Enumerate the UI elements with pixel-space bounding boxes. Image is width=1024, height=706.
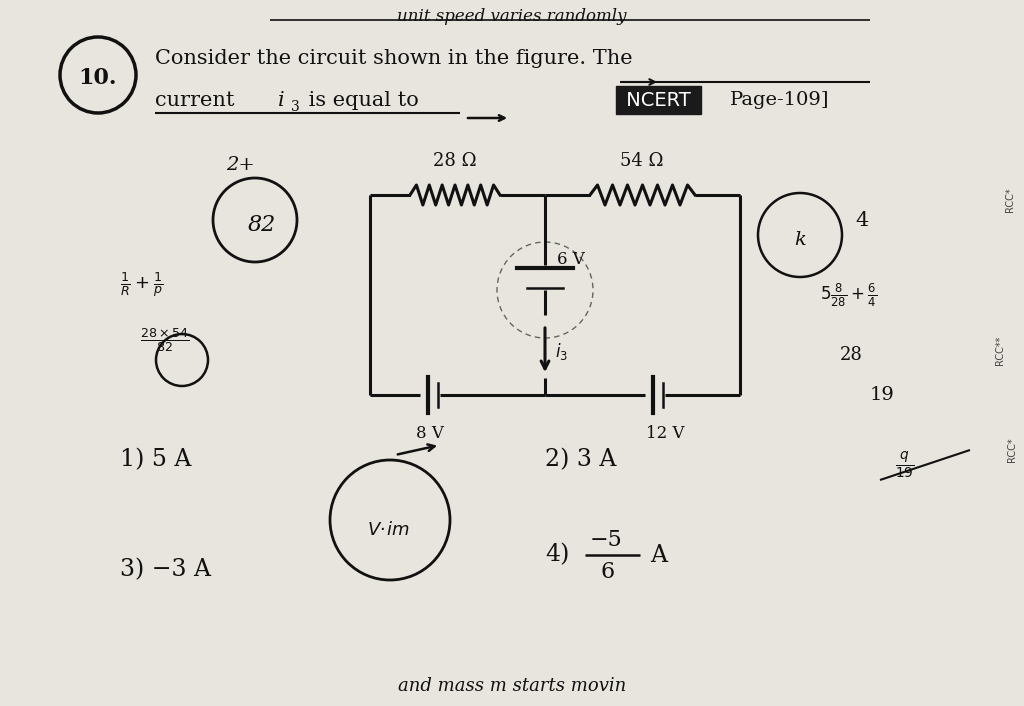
Text: $\frac{1}{R}+\frac{1}{p}$: $\frac{1}{R}+\frac{1}{p}$ [120, 270, 163, 299]
Text: RCC**: RCC** [995, 335, 1005, 365]
Text: $\frac{q}{19}$: $\frac{q}{19}$ [895, 450, 914, 481]
Text: 6 V: 6 V [557, 251, 585, 268]
Text: i: i [278, 90, 285, 109]
Text: RCC*: RCC* [1005, 188, 1015, 213]
Text: $i_3$: $i_3$ [555, 342, 568, 362]
Text: A: A [650, 544, 667, 566]
Text: 4: 4 [855, 210, 868, 229]
Text: k: k [794, 231, 806, 249]
Text: 28 Ω: 28 Ω [433, 152, 477, 170]
Text: Page-109]: Page-109] [730, 91, 829, 109]
Text: 82: 82 [248, 214, 276, 236]
Text: 19: 19 [870, 386, 895, 404]
Text: is equal to: is equal to [302, 90, 419, 109]
Text: Consider the circuit shown in the figure. The: Consider the circuit shown in the figure… [155, 49, 633, 68]
Text: 1) 5 A: 1) 5 A [120, 448, 191, 472]
Text: 6: 6 [600, 561, 614, 583]
Text: and mass m starts movin: and mass m starts movin [398, 677, 626, 695]
Text: 10.: 10. [79, 67, 118, 89]
Text: unit speed varies randomly: unit speed varies randomly [397, 8, 627, 25]
Text: 8 V: 8 V [416, 425, 444, 442]
Text: $\frac{28\times54}{82}$: $\frac{28\times54}{82}$ [140, 326, 189, 354]
Text: RCC*: RCC* [1007, 438, 1017, 462]
Text: $5\frac{8}{28}+\frac{6}{4}$: $5\frac{8}{28}+\frac{6}{4}$ [820, 281, 878, 309]
Text: 12 V: 12 V [646, 425, 684, 442]
Text: −5: −5 [590, 529, 623, 551]
Text: $V\!\cdot\!im$: $V\!\cdot\!im$ [367, 521, 410, 539]
Text: 2+: 2+ [225, 156, 254, 174]
Text: 4): 4) [545, 544, 569, 566]
Text: 3) −3 A: 3) −3 A [120, 558, 211, 582]
Text: NCERT: NCERT [620, 90, 697, 109]
Text: 3: 3 [291, 100, 300, 114]
Text: current: current [155, 90, 241, 109]
Text: 28: 28 [840, 346, 863, 364]
Text: 54 Ω: 54 Ω [621, 152, 664, 170]
Text: 2) 3 A: 2) 3 A [545, 448, 616, 472]
